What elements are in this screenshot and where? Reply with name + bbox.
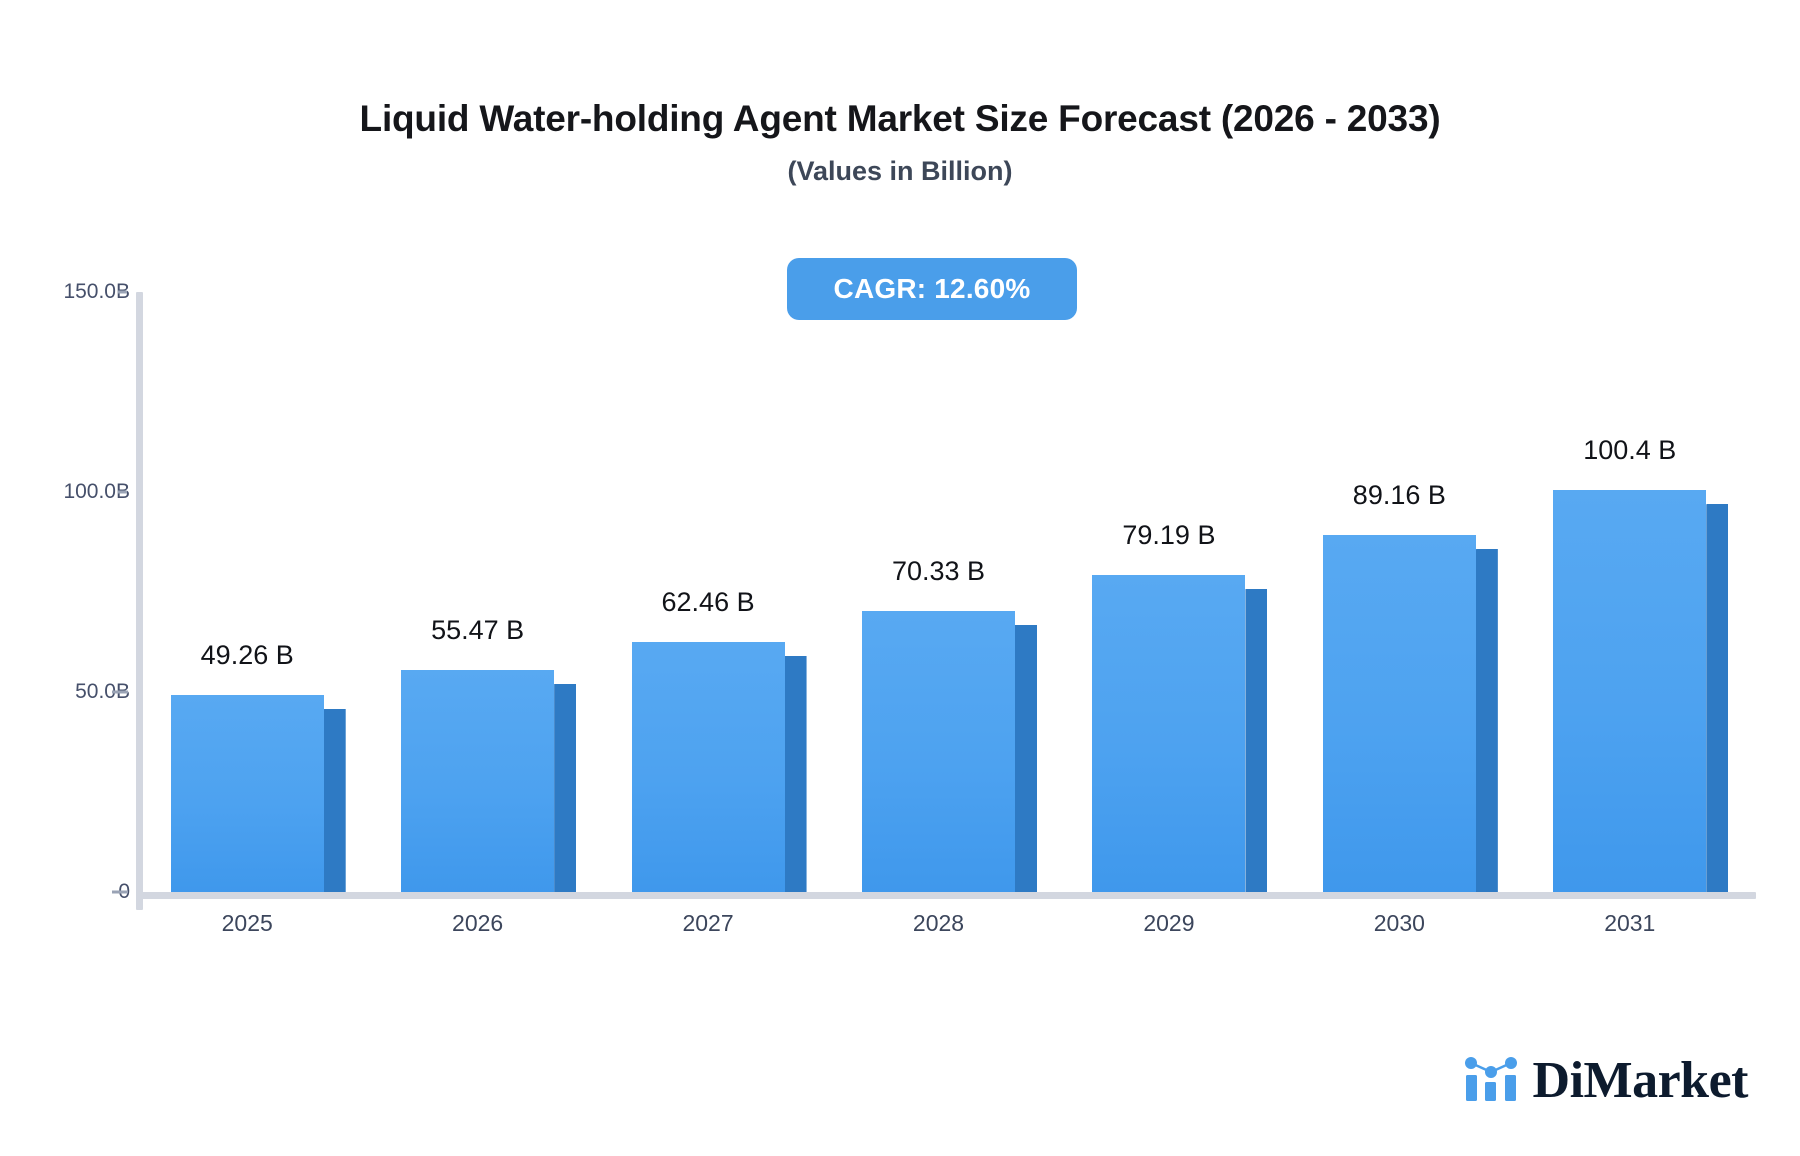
x-axis-tick-label: 2031 — [1604, 910, 1656, 936]
bar-front-face — [401, 670, 555, 892]
bar-value-label: 55.47 B — [431, 615, 525, 646]
bar-column[interactable]: 100.4 B — [1553, 435, 1729, 892]
y-axis-tick-label: 100.0B — [63, 480, 130, 503]
cagr-badge-label: CAGR: 12.60% — [833, 273, 1031, 304]
x-axis-tick-label: 2026 — [452, 910, 504, 936]
y-axis-tick-mark — [112, 890, 128, 894]
chart-plot-area: 0 50.0B 100.0B 150.0B 49.26 B 55.47 B 62.46 B… — [0, 270, 1800, 910]
bar-front-face — [631, 642, 785, 892]
bar-column[interactable]: 79.19 B — [1092, 520, 1268, 892]
bar-front-face — [170, 694, 324, 892]
chart-subtitle: (Values in Billion) — [787, 155, 1013, 186]
bar-chart-logo-icon — [1463, 1053, 1519, 1108]
bar-value-label: 49.26 B — [200, 639, 294, 670]
bar-side-face — [323, 708, 346, 892]
bar-value-label: 89.16 B — [1352, 480, 1446, 511]
bar-value-label: 79.19 B — [1122, 520, 1216, 551]
x-axis-tick-label: 2029 — [1143, 910, 1195, 936]
brand-logo: DiMarket — [1463, 1051, 1749, 1109]
y-axis-tick-mark — [118, 290, 127, 294]
y-axis-tick-label: 50.0B — [75, 680, 130, 703]
y-axis-tick-label: 150.0B — [63, 280, 130, 303]
brand-logo-text: DiMarket — [1532, 1051, 1749, 1109]
bar-side-face — [554, 684, 577, 892]
x-axis-line — [136, 892, 1756, 899]
page-title: Liquid Water-holding Agent Market Size F… — [359, 98, 1441, 139]
x-axis-tick-label: 2027 — [682, 910, 734, 936]
bar-front-face — [1553, 490, 1707, 892]
y-axis-tick-mark — [112, 690, 128, 694]
bar-column[interactable]: 62.46 B — [631, 587, 807, 892]
x-axis-labels: 2025 2026 2027 2028 2029 2030 2031 — [143, 910, 1756, 950]
bars-layer: 49.26 B 55.47 B 62.46 B 70.33 B 79.19 B 89.16… — [143, 270, 1756, 895]
bar-column[interactable]: 49.26 B — [170, 640, 346, 892]
bar-column[interactable]: 55.47 B — [401, 615, 577, 892]
x-axis-tick-label: 2030 — [1373, 910, 1425, 936]
bar-side-face — [1245, 589, 1268, 892]
cagr-badge: CAGR: 12.60% — [787, 258, 1077, 320]
x-axis-tick-label: 2028 — [912, 910, 965, 936]
bar-column[interactable]: 89.16 B — [1322, 480, 1498, 892]
bar-value-label: 70.33 B — [891, 555, 986, 586]
bar-side-face — [784, 656, 807, 892]
bar-side-face — [1706, 504, 1729, 892]
bar-front-face — [862, 610, 1015, 892]
y-axis-tick-label: 0 — [0, 880, 130, 904]
bar-column[interactable]: 70.33 B — [862, 556, 1037, 892]
bar-side-face — [1475, 549, 1498, 892]
chart-header: Liquid Water-holding Agent Market Size F… — [0, 98, 1800, 187]
bar-value-label: 100.4 B — [1583, 435, 1677, 466]
bar-front-face — [1092, 575, 1246, 892]
bar-value-label: 62.46 B — [661, 587, 755, 618]
x-axis-tick-label: 2025 — [221, 910, 273, 936]
y-axis-tick-mark — [118, 490, 127, 494]
bar-front-face — [1322, 535, 1476, 892]
y-axis-line — [136, 292, 143, 910]
bar-side-face — [1015, 624, 1037, 892]
